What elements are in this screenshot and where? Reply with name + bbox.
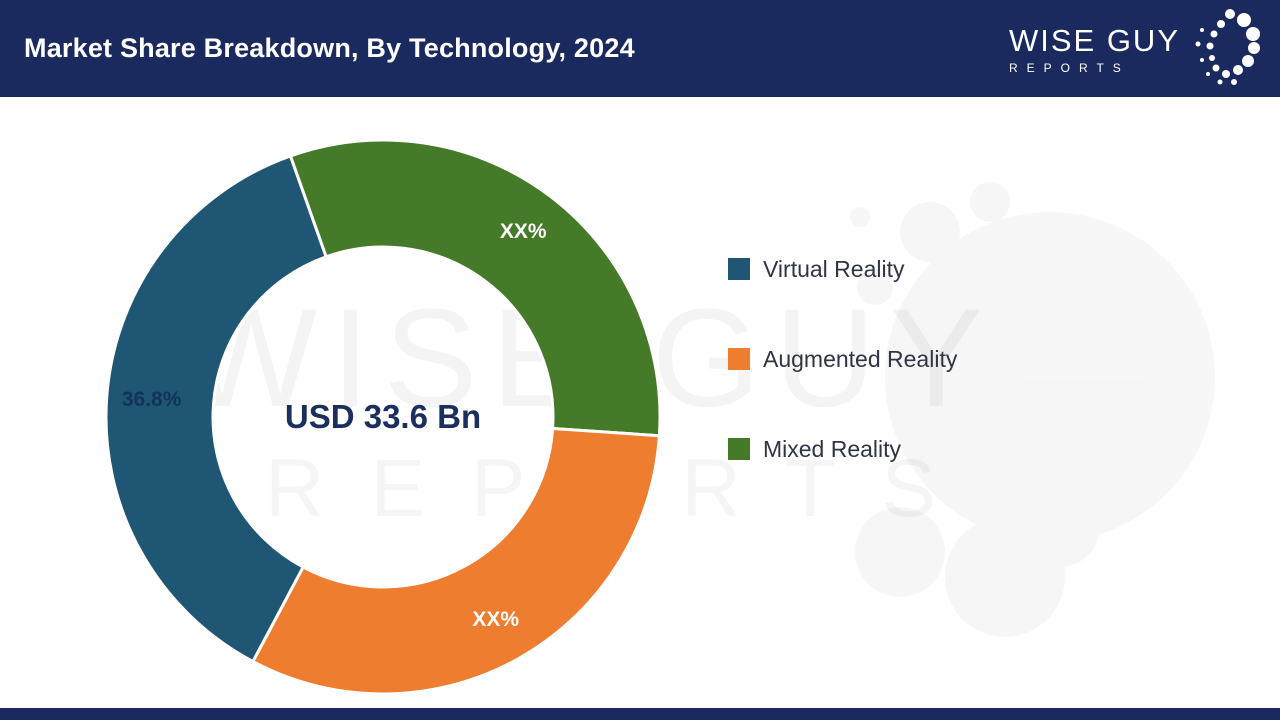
segment-label-augmented-reality: XX% — [472, 607, 520, 631]
donut-center-value: USD 33.6 Bn — [284, 398, 482, 435]
segment-label-mixed-reality: XX% — [499, 220, 547, 244]
donut-segment-augmented-reality — [250, 426, 661, 696]
legend-item-mixed-reality: Mixed Reality — [728, 435, 957, 463]
logo-line1: WISE GUY — [1008, 22, 1180, 58]
chart-area: WISE GUY REPORTS USD 33.6 Bn Virtual Rea… — [0, 97, 1280, 708]
page-title: Market Share Breakdown, By Technology, 2… — [24, 33, 635, 63]
logo-head-icon — [1195, 8, 1260, 85]
legend-label-mixed-reality: Mixed Reality — [763, 435, 902, 462]
legend-label-virtual-reality: Virtual Reality — [763, 255, 905, 282]
legend-swatch-virtual-reality — [728, 258, 750, 280]
donut-segment-virtual-reality — [104, 154, 329, 664]
footer-bar — [0, 708, 1280, 720]
donut-segment-mixed-reality — [288, 138, 662, 438]
segment-label-virtual-reality: 36.8% — [121, 387, 182, 411]
legend-item-augmented-reality: Augmented Reality — [728, 345, 957, 373]
logo-line2: REPORTS — [1008, 60, 1130, 75]
header: Market Share Breakdown, By Technology, 2… — [0, 0, 1280, 97]
legend-swatch-augmented-reality — [728, 348, 750, 370]
legend-label-augmented-reality: Augmented Reality — [763, 345, 958, 372]
donut-segments — [104, 138, 662, 696]
legend-item-virtual-reality: Virtual Reality — [728, 255, 957, 283]
legend: Virtual Reality Augmented Reality Mixed … — [728, 255, 957, 525]
logo-wordmark: WISE GUY REPORTS — [1009, 23, 1180, 75]
donut-chart — [104, 138, 662, 696]
brand-logo: WISE GUY REPORTS — [1009, 6, 1262, 92]
legend-swatch-mixed-reality — [728, 438, 750, 460]
